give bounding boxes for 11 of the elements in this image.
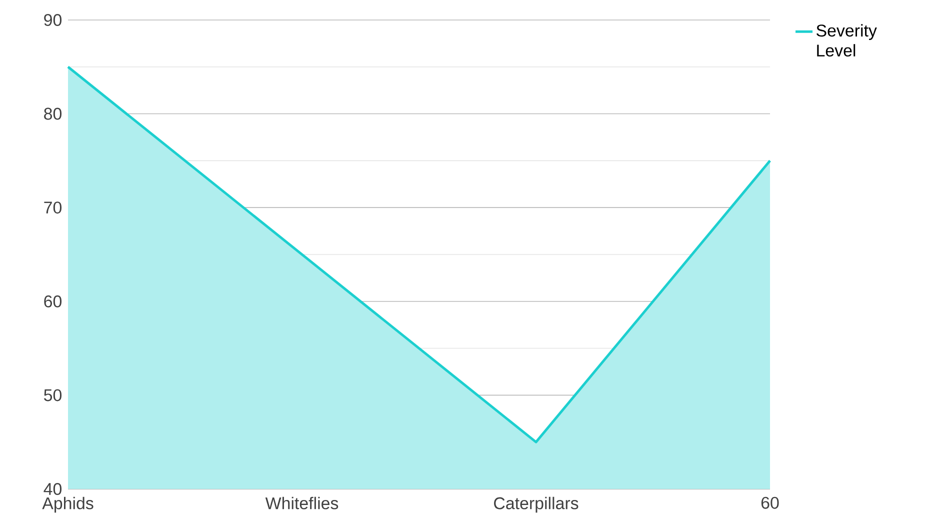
y-tick-label: 70 bbox=[44, 202, 62, 214]
x-tick-label: 60 bbox=[761, 496, 779, 509]
x-tick-label: Aphids bbox=[42, 496, 94, 513]
y-tick-label: 90 bbox=[44, 14, 62, 26]
y-tick-label: 40 bbox=[44, 482, 62, 495]
legend-label: Severity Level bbox=[816, 24, 877, 57]
y-tick-label: 80 bbox=[44, 108, 62, 120]
y-tick-label: 60 bbox=[44, 295, 62, 308]
x-tick-label: Whiteflies bbox=[265, 496, 338, 510]
y-tick-label: 50 bbox=[44, 389, 62, 402]
x-tick-label: Caterpillars bbox=[494, 496, 578, 513]
